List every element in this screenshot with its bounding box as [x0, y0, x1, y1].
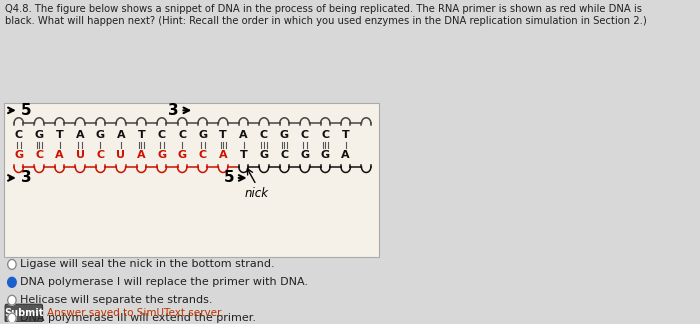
Text: C: C — [260, 130, 268, 140]
Text: 5: 5 — [21, 103, 32, 118]
Text: Q4.8. The figure below shows a snippet of DNA in the process of being replicated: Q4.8. The figure below shows a snippet o… — [5, 4, 642, 14]
Text: C: C — [35, 150, 43, 160]
Text: T: T — [342, 130, 349, 140]
Text: C: C — [97, 150, 104, 160]
Circle shape — [8, 277, 16, 287]
Text: DNA polymerase I will replace the primer with DNA.: DNA polymerase I will replace the primer… — [20, 277, 309, 287]
Text: A: A — [117, 130, 125, 140]
Text: G: G — [96, 130, 105, 140]
Text: nick: nick — [244, 187, 268, 200]
Text: 5: 5 — [223, 170, 235, 185]
Text: G: G — [260, 150, 269, 160]
Text: U: U — [76, 150, 85, 160]
Text: U: U — [116, 150, 125, 160]
FancyBboxPatch shape — [5, 304, 43, 322]
Text: T: T — [239, 150, 247, 160]
Text: G: G — [280, 130, 289, 140]
FancyBboxPatch shape — [4, 103, 379, 258]
Text: Ligase will seal the nick in the bottom strand.: Ligase will seal the nick in the bottom … — [20, 260, 275, 270]
Text: T: T — [137, 130, 145, 140]
Text: G: G — [34, 130, 43, 140]
Text: G: G — [321, 150, 330, 160]
Text: C: C — [301, 130, 309, 140]
Text: A: A — [137, 150, 146, 160]
Text: G: G — [198, 130, 207, 140]
Text: G: G — [14, 150, 23, 160]
Text: 3: 3 — [168, 103, 178, 118]
Text: C: C — [199, 150, 206, 160]
Text: G: G — [158, 150, 167, 160]
Text: black. What will happen next? (Hint: Recall the order in which you used enzymes : black. What will happen next? (Hint: Rec… — [5, 16, 647, 26]
Text: C: C — [178, 130, 186, 140]
Text: A: A — [219, 150, 228, 160]
Text: Answer saved to SimUText server.: Answer saved to SimUText server. — [47, 308, 223, 318]
Text: G: G — [178, 150, 187, 160]
Text: A: A — [239, 130, 248, 140]
Text: G: G — [300, 150, 309, 160]
Text: A: A — [342, 150, 350, 160]
Text: A: A — [55, 150, 64, 160]
Circle shape — [8, 313, 16, 323]
Text: Submit: Submit — [4, 308, 43, 318]
Text: C: C — [281, 150, 288, 160]
Text: DNA polymerase III will extend the primer.: DNA polymerase III will extend the prime… — [20, 313, 256, 323]
Text: T: T — [219, 130, 227, 140]
Text: A: A — [76, 130, 85, 140]
Circle shape — [8, 295, 16, 305]
Text: 3: 3 — [21, 170, 32, 185]
Text: Helicase will separate the strands.: Helicase will separate the strands. — [20, 295, 213, 305]
Text: C: C — [15, 130, 23, 140]
Circle shape — [8, 260, 16, 269]
Text: C: C — [321, 130, 330, 140]
Text: C: C — [158, 130, 166, 140]
Text: T: T — [56, 130, 64, 140]
